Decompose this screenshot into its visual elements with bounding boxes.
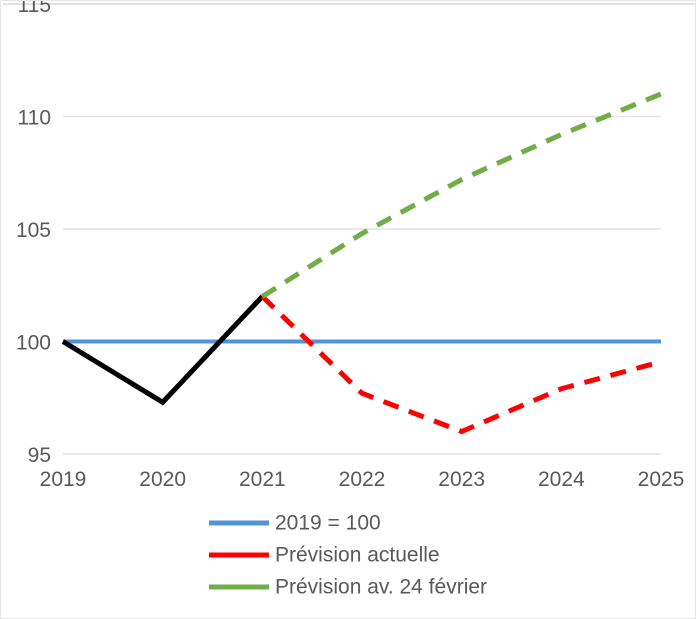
y-axis-tick-labels: 95 100 105 110 115	[16, 1, 51, 467]
x-tick-label: 2024	[538, 468, 585, 491]
x-tick-label: 2020	[139, 468, 186, 491]
legend-label: Prévision actuelle	[275, 544, 440, 567]
y-tick-label: 105	[16, 219, 51, 242]
x-tick-label: 2021	[239, 468, 286, 491]
series-line	[260, 91, 662, 299]
series-line	[260, 294, 662, 435]
x-axis-tick-labels: 2019 2020 2021 2022 2023 2024 2025	[40, 468, 685, 491]
series-lines-group	[61, 91, 662, 435]
y-tick-label: 95	[28, 444, 51, 467]
y-tick-label: 100	[16, 332, 51, 355]
chart-legend: 2019 = 100 Prévision actuelle Prévision av…	[209, 512, 487, 599]
x-tick-label: 2019	[40, 468, 87, 491]
legend-label: Prévision av. 24 février	[275, 576, 487, 599]
y-tick-label: 110	[18, 107, 51, 130]
gridlines-group	[3, 3, 695, 455]
legend-label: 2019 = 100	[275, 512, 381, 535]
x-tick-label: 2022	[339, 468, 386, 491]
y-tick-label: 115	[18, 1, 51, 17]
x-tick-label: 2025	[638, 468, 685, 491]
series-line	[61, 294, 265, 406]
x-tick-label: 2023	[438, 468, 485, 491]
